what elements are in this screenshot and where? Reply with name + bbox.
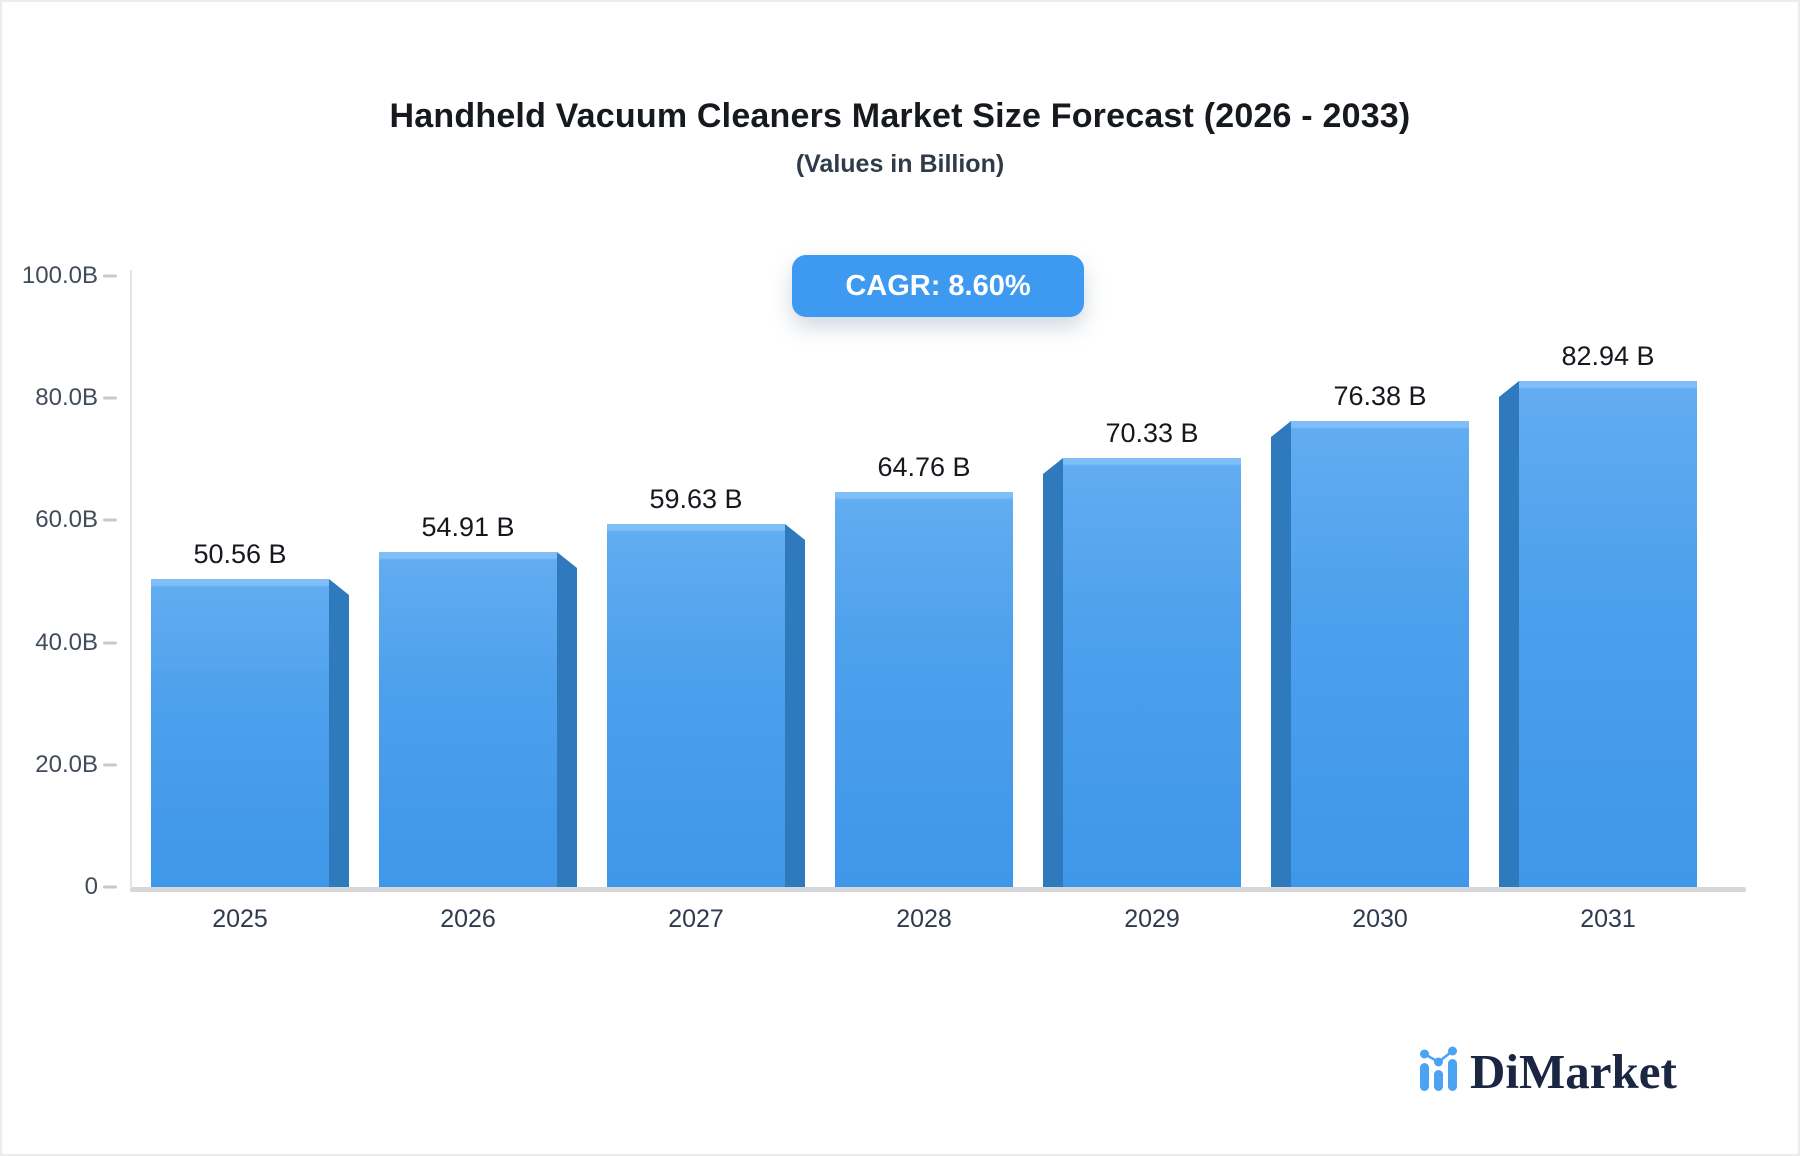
bar bbox=[835, 492, 1013, 887]
cagr-badge: CAGR: 8.60% bbox=[792, 255, 1084, 317]
y-axis-tick bbox=[103, 396, 117, 400]
y-axis-label: 100.0B bbox=[21, 262, 98, 289]
x-axis-label: 2029 bbox=[1124, 905, 1180, 933]
y-axis-tick bbox=[103, 641, 117, 645]
x-axis-line bbox=[130, 887, 1746, 892]
x-axis-label: 2026 bbox=[440, 905, 496, 933]
bar-value-label: 82.94 B bbox=[1561, 341, 1655, 371]
page-subtitle: (Values in Billion) bbox=[795, 150, 1005, 178]
bar bbox=[379, 552, 557, 887]
bar-value-label: 70.33 B bbox=[1105, 418, 1199, 448]
y-axis-label: 20.0B bbox=[35, 750, 98, 778]
y-axis-tick bbox=[103, 274, 117, 278]
bar-side-face bbox=[785, 524, 805, 887]
bar-value-label: 64.76 B bbox=[877, 452, 971, 482]
bar-side-face bbox=[1043, 458, 1063, 887]
y-axis-tick bbox=[103, 885, 117, 889]
bar-value-label: 54.91 B bbox=[421, 512, 515, 542]
y-axis-label: 0 bbox=[84, 873, 98, 900]
x-axis-label: 2025 bbox=[212, 905, 268, 933]
x-axis-label: 2028 bbox=[896, 905, 952, 933]
bar-value-label: 76.38 B bbox=[1333, 381, 1427, 411]
bar-side-face bbox=[1499, 381, 1519, 887]
bar bbox=[607, 524, 785, 887]
bar bbox=[1291, 421, 1469, 887]
y-axis-label: 80.0B bbox=[35, 384, 98, 412]
bar-value-label: 59.63 B bbox=[649, 484, 743, 514]
bar-side-face bbox=[557, 552, 577, 887]
y-axis-label: 60.0B bbox=[35, 506, 98, 534]
x-axis-label: 2031 bbox=[1580, 905, 1636, 933]
y-axis-tick bbox=[103, 518, 117, 522]
y-axis-line bbox=[130, 270, 132, 887]
y-axis-label: 40.0B bbox=[35, 628, 98, 656]
bar bbox=[1519, 381, 1697, 887]
y-axis-tick bbox=[103, 763, 117, 767]
bar-side-face bbox=[1271, 421, 1291, 887]
brand-name: DiMarket bbox=[1470, 1044, 1677, 1100]
brand-logo: DiMarket bbox=[1420, 1044, 1677, 1099]
bar bbox=[151, 579, 329, 887]
x-axis-label: 2030 bbox=[1352, 905, 1408, 933]
bar bbox=[1063, 458, 1241, 887]
bar-side-face bbox=[329, 579, 349, 887]
bar-chart-icon bbox=[1420, 1046, 1457, 1091]
bar-value-label: 50.56 B bbox=[193, 539, 287, 569]
page-title: Handheld Vacuum Cleaners Market Size For… bbox=[389, 97, 1411, 135]
x-axis-label: 2027 bbox=[668, 905, 724, 933]
